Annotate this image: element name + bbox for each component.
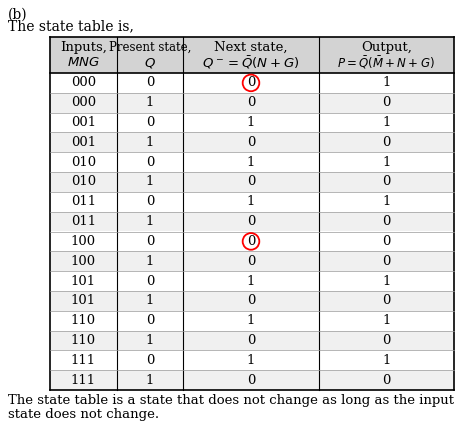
- Text: 001: 001: [71, 136, 96, 149]
- Text: 0: 0: [246, 255, 255, 268]
- Text: 0: 0: [246, 334, 255, 347]
- Text: 0: 0: [382, 96, 390, 109]
- Bar: [50, 152, 453, 172]
- Text: 1: 1: [382, 275, 390, 287]
- Bar: [50, 172, 453, 192]
- Bar: [50, 252, 453, 271]
- Text: 0: 0: [145, 275, 154, 287]
- Text: 1: 1: [246, 156, 255, 169]
- Text: $Q^- = \bar{Q}(N+G)$: $Q^- = \bar{Q}(N+G)$: [202, 54, 299, 71]
- Text: 111: 111: [71, 373, 96, 387]
- Text: (b): (b): [8, 8, 28, 22]
- Text: 101: 101: [71, 275, 96, 287]
- Text: Present state,: Present state,: [108, 41, 191, 54]
- Bar: [50, 212, 453, 232]
- Text: 1: 1: [382, 354, 390, 367]
- Text: 100: 100: [71, 235, 96, 248]
- Text: 0: 0: [145, 354, 154, 367]
- Text: 1: 1: [145, 373, 154, 387]
- Text: 0: 0: [382, 334, 390, 347]
- Text: 0: 0: [246, 96, 255, 109]
- Bar: [50, 133, 453, 152]
- Text: 0: 0: [246, 176, 255, 189]
- Text: 0: 0: [382, 136, 390, 149]
- Text: 0: 0: [145, 235, 154, 248]
- Text: 111: 111: [71, 354, 96, 367]
- Text: 1: 1: [246, 354, 255, 367]
- Text: 0: 0: [382, 373, 390, 387]
- Text: Inputs,: Inputs,: [60, 41, 106, 54]
- Text: 0: 0: [246, 235, 255, 248]
- Text: 1: 1: [246, 314, 255, 327]
- Text: 1: 1: [145, 176, 154, 189]
- Text: $MNG$: $MNG$: [67, 57, 100, 70]
- Text: 0: 0: [382, 176, 390, 189]
- Text: 0: 0: [246, 76, 255, 89]
- Bar: [50, 93, 453, 113]
- Text: 1: 1: [382, 156, 390, 169]
- Text: 0: 0: [145, 156, 154, 169]
- Text: 010: 010: [71, 156, 96, 169]
- Text: 1: 1: [145, 334, 154, 347]
- Bar: [50, 350, 453, 370]
- Text: state does not change.: state does not change.: [8, 408, 159, 421]
- Bar: [50, 113, 453, 133]
- Text: 0: 0: [246, 215, 255, 228]
- Text: The state table is a state that does not change as long as the input: The state table is a state that does not…: [8, 394, 453, 407]
- Bar: [50, 330, 453, 350]
- Text: 0: 0: [145, 314, 154, 327]
- Text: 0: 0: [145, 195, 154, 208]
- Text: 011: 011: [71, 195, 96, 208]
- Text: 1: 1: [382, 76, 390, 89]
- Text: 0: 0: [382, 255, 390, 268]
- Text: $Q$: $Q$: [144, 56, 156, 70]
- Text: 1: 1: [382, 314, 390, 327]
- Text: 1: 1: [382, 116, 390, 129]
- Bar: [50, 73, 453, 93]
- Bar: [50, 192, 453, 212]
- Bar: [50, 291, 453, 311]
- Text: 110: 110: [71, 314, 96, 327]
- Bar: [50, 37, 453, 73]
- Text: 010: 010: [71, 176, 96, 189]
- Text: 0: 0: [145, 76, 154, 89]
- Text: 110: 110: [71, 334, 96, 347]
- Text: 1: 1: [246, 195, 255, 208]
- Text: 000: 000: [71, 96, 96, 109]
- Text: 1: 1: [145, 96, 154, 109]
- Text: 101: 101: [71, 294, 96, 307]
- Bar: [50, 271, 453, 291]
- Text: 0: 0: [246, 136, 255, 149]
- Text: 011: 011: [71, 215, 96, 228]
- Text: 0: 0: [246, 294, 255, 307]
- Text: 001: 001: [71, 116, 96, 129]
- Text: Next state,: Next state,: [214, 41, 287, 54]
- Text: 0: 0: [382, 294, 390, 307]
- Text: 0: 0: [246, 373, 255, 387]
- Bar: [50, 370, 453, 390]
- Text: 1: 1: [246, 275, 255, 287]
- Text: Output,: Output,: [360, 41, 411, 54]
- Text: 0: 0: [382, 235, 390, 248]
- Text: $P = \bar{Q}(\bar{M}+N+G)$: $P = \bar{Q}(\bar{M}+N+G)$: [337, 55, 434, 71]
- Text: 000: 000: [71, 76, 96, 89]
- Text: The state table is,: The state table is,: [8, 19, 134, 33]
- Text: 0: 0: [382, 215, 390, 228]
- Text: 1: 1: [145, 215, 154, 228]
- Text: 100: 100: [71, 255, 96, 268]
- Text: 1: 1: [145, 136, 154, 149]
- Text: 1: 1: [145, 255, 154, 268]
- Text: 1: 1: [145, 294, 154, 307]
- Bar: [50, 232, 453, 252]
- Bar: [50, 311, 453, 330]
- Text: 1: 1: [382, 195, 390, 208]
- Text: 1: 1: [246, 116, 255, 129]
- Text: 0: 0: [145, 116, 154, 129]
